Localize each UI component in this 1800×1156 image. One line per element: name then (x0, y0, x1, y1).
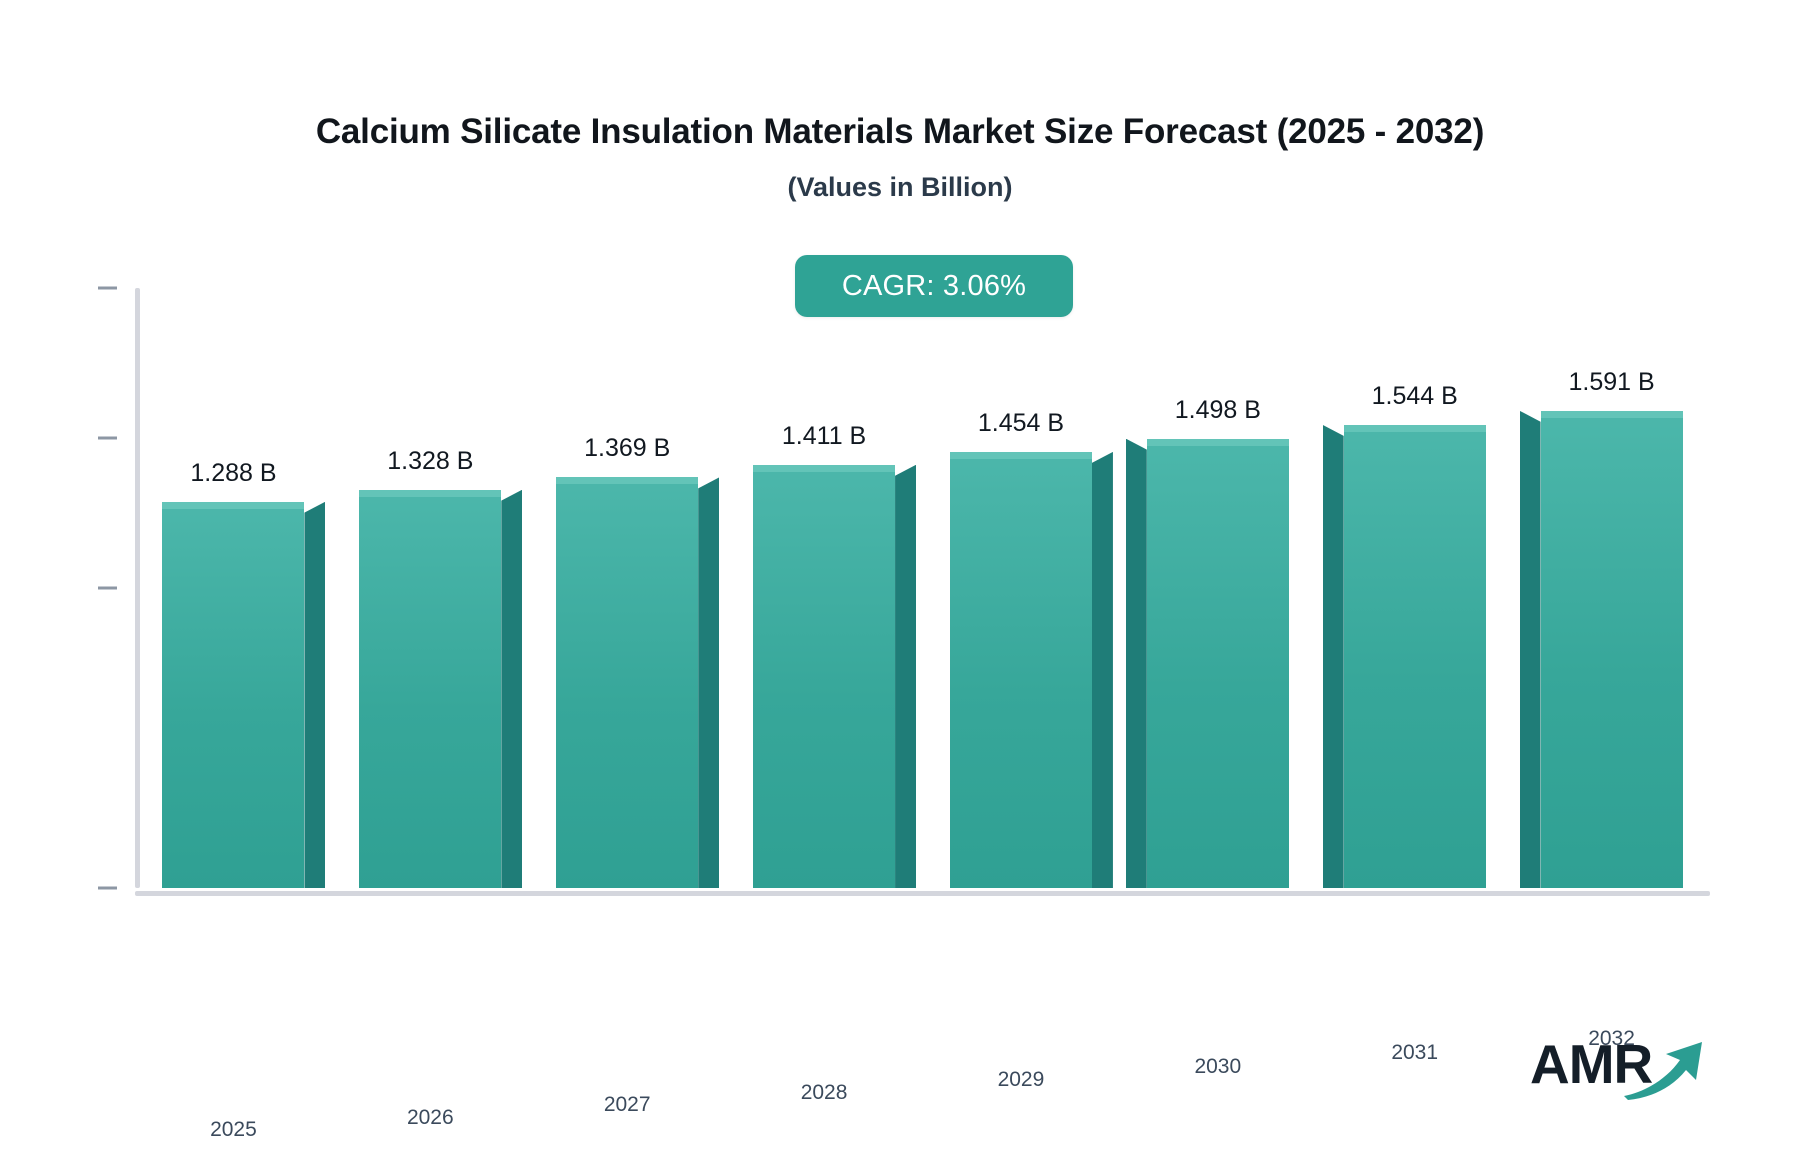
bar[interactable] (1146, 438, 1289, 888)
x-axis-tick-label: 2026 (406, 1105, 454, 1129)
x-axis-tick-label: 2029 (997, 1067, 1045, 1091)
bar-value-label: 1.369 B (584, 434, 671, 463)
y-axis-tick-mark (98, 436, 117, 440)
bar-column[interactable]: 1.498 B 2030 (1125, 396, 1289, 1078)
bar-3d-top (1146, 438, 1289, 446)
bar[interactable] (949, 451, 1092, 888)
bar-column[interactable]: 1.591 B 2032 (1519, 368, 1683, 1050)
bar-3d-side (698, 477, 720, 888)
cagr-badge: CAGR: 3.06% (795, 255, 1073, 317)
bar[interactable] (1343, 424, 1486, 888)
chart-title: Calcium Silicate Insulation Materials Ma… (315, 112, 1485, 151)
amr-logo: AMR (1530, 1030, 1705, 1102)
y-axis-tick-mark (98, 286, 117, 290)
amr-logo-text: AMR (1530, 1033, 1653, 1095)
bar-3d-top (753, 464, 896, 472)
x-axis-tick-label: 2030 (1194, 1054, 1242, 1078)
bar-3d-top (359, 489, 502, 497)
bar-3d-side (895, 464, 917, 888)
bar-3d-top (1343, 424, 1486, 432)
bar-value-label: 1.288 B (190, 458, 277, 487)
bar[interactable] (556, 477, 699, 888)
x-axis-tick-label: 2032 (1588, 1026, 1635, 1050)
y-axis-tick-mark (98, 586, 117, 590)
x-axis-line (135, 891, 1710, 896)
bar-3d-side (501, 489, 523, 888)
bar-value-label: 1.591 B (1568, 367, 1655, 396)
bar-column[interactable]: 1.288 B 2025 (162, 459, 326, 1141)
bar-column[interactable]: 1.369 B 2027 (556, 434, 720, 1116)
bar-value-label: 1.328 B (387, 446, 474, 475)
bar-3d-top (162, 501, 305, 509)
x-axis-tick-label: 2031 (1391, 1040, 1439, 1064)
bar-value-label: 1.411 B (781, 421, 867, 450)
bar-value-label: 1.544 B (1371, 381, 1458, 410)
bar-3d-top (1540, 410, 1683, 418)
bar[interactable] (359, 489, 502, 888)
growth-arrow-icon (1624, 1042, 1702, 1100)
y-axis-tick-mark (98, 886, 117, 890)
y-axis-line (135, 288, 140, 888)
bar-column[interactable]: 1.544 B 2031 (1322, 382, 1486, 1064)
bar-value-label: 1.498 B (1174, 395, 1261, 424)
bar[interactable] (1540, 410, 1683, 888)
bar-value-label: 1.454 B (977, 408, 1065, 437)
bar-column[interactable]: 1.454 B 2029 (949, 409, 1113, 1091)
bar-3d-side (1322, 424, 1344, 888)
bar-3d-side (1519, 410, 1541, 888)
chart-subtitle: (Values in Billion) (787, 172, 1013, 202)
cagr-badge-label: CAGR: 3.06% (841, 269, 1027, 302)
x-axis-tick-label: 2028 (800, 1080, 848, 1104)
bar-3d-top (949, 451, 1092, 459)
bar-3d-side (304, 501, 326, 888)
bar-3d-side (1125, 438, 1147, 888)
x-axis-tick-label: 2027 (603, 1093, 651, 1117)
bar[interactable] (162, 501, 305, 888)
bar-column[interactable]: 1.328 B 2026 (359, 447, 523, 1129)
bar-3d-top (556, 477, 699, 485)
bar[interactable] (753, 464, 896, 888)
bar-column[interactable]: 1.411 B 2028 (753, 422, 917, 1104)
bar-3d-side (1091, 451, 1113, 888)
x-axis-tick-label: 2025 (210, 1117, 257, 1141)
